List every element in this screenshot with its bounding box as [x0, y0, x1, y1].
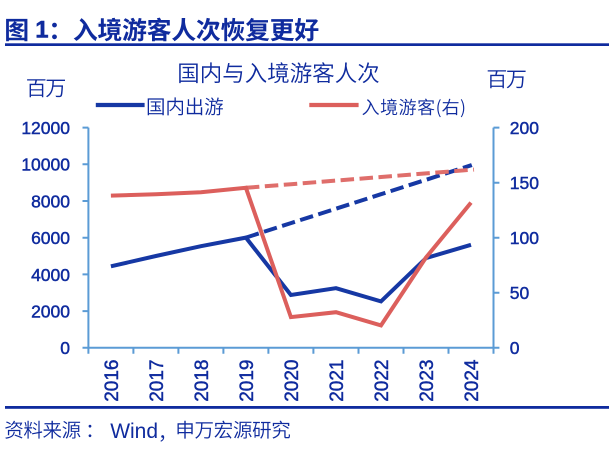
svg-text:2019: 2019	[237, 360, 258, 402]
svg-text:Wind: Wind	[110, 420, 158, 443]
svg-text:2023: 2023	[417, 360, 438, 402]
svg-text:6000: 6000	[31, 228, 70, 248]
svg-text:0: 0	[60, 338, 70, 358]
svg-text:4000: 4000	[31, 265, 70, 285]
svg-text:8000: 8000	[31, 191, 70, 211]
svg-text:1: 1	[35, 17, 48, 44]
svg-text:50: 50	[510, 283, 530, 303]
svg-text:10000: 10000	[21, 155, 70, 175]
svg-text:200: 200	[510, 118, 539, 138]
svg-text:2000: 2000	[31, 302, 70, 322]
svg-text:2016: 2016	[102, 360, 123, 402]
svg-text:2022: 2022	[372, 360, 393, 402]
svg-text:150: 150	[510, 173, 539, 193]
svg-text:2018: 2018	[192, 360, 213, 402]
svg-text:2017: 2017	[147, 360, 168, 402]
svg-text:0: 0	[510, 338, 520, 358]
svg-text:2024: 2024	[462, 359, 483, 402]
svg-text:2021: 2021	[327, 360, 348, 402]
svg-text:12000: 12000	[21, 118, 70, 138]
svg-text:2020: 2020	[282, 360, 303, 402]
svg-text:100: 100	[510, 228, 539, 248]
